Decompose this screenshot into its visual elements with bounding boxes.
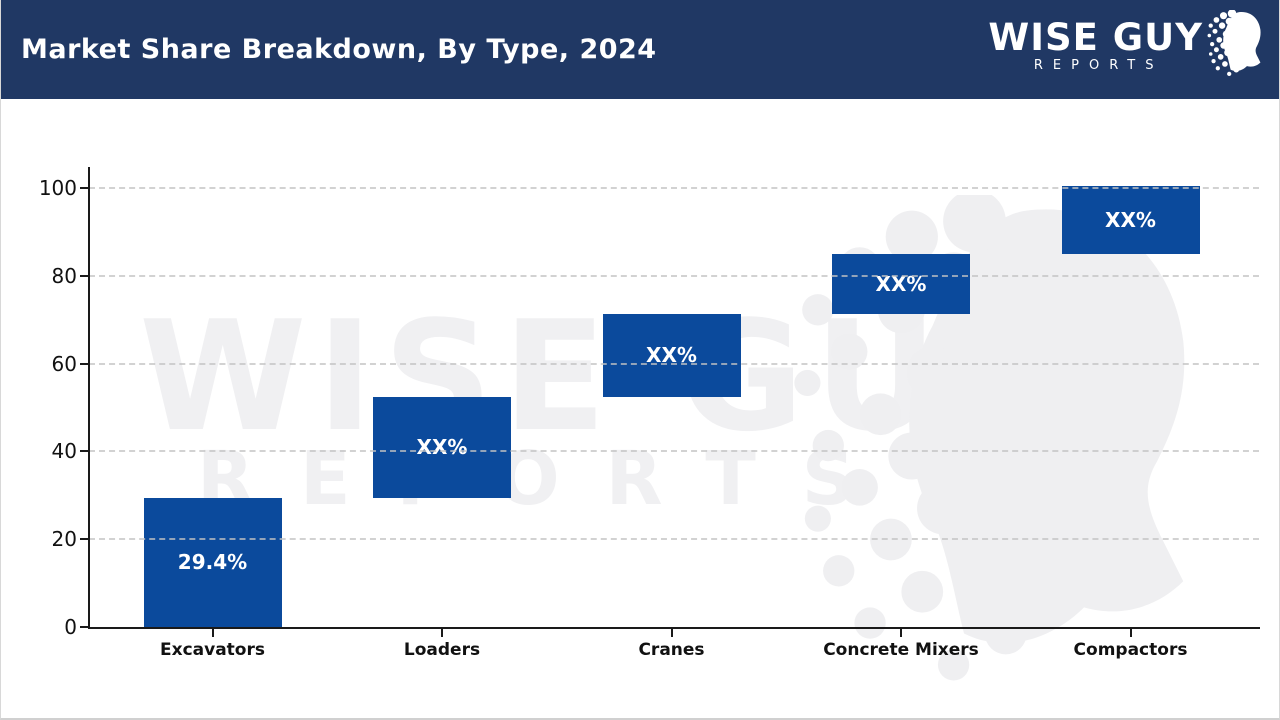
y-tickmark <box>80 626 88 628</box>
bar-cranes <box>602 313 741 397</box>
head-watermark-icon <box>794 195 1185 681</box>
gridline-20 <box>89 538 1259 541</box>
y-axis-line <box>88 167 90 629</box>
y-tick-label-100: 100 <box>38 176 77 200</box>
x-tickmark <box>441 629 443 637</box>
x-tick-label-concrete-mixers: Concrete Mixers <box>823 640 979 660</box>
y-tick-label-40: 40 <box>51 439 77 464</box>
bar-loaders <box>373 396 511 498</box>
x-tick-label-loaders: Loaders <box>403 640 481 660</box>
x-tick-label-compactors: Compactors <box>1073 640 1188 660</box>
y-tick-label-60: 60 <box>51 351 77 376</box>
y-tickmark <box>80 362 88 365</box>
bar-label-loaders: XX% <box>416 435 468 460</box>
gridline-100 <box>89 187 1259 189</box>
gridline-80 <box>89 274 1259 277</box>
y-tick-label-20: 20 <box>51 527 77 552</box>
bar-label-concrete-mixers: XX% <box>875 271 927 296</box>
x-tickmark <box>1129 629 1132 637</box>
y-tickmark <box>80 450 88 453</box>
header-bar: Market Share Breakdown, By Type, 2024 WI… <box>1 0 1279 99</box>
bar-compactors <box>1061 185 1200 254</box>
x-tick-label-cranes: Cranes <box>638 640 705 660</box>
logo-subtitle: REPORTS <box>1033 58 1164 74</box>
bar-label-cranes: XX% <box>646 343 697 368</box>
x-tickmark <box>211 629 214 637</box>
y-tickmark <box>80 274 88 277</box>
logo-wordmark: WISE GUY <box>988 15 1203 59</box>
bar-label-compactors: XX% <box>1105 207 1156 232</box>
bar-label-excavators: 29.4% <box>177 550 248 575</box>
wise-guy-head-icon <box>1207 10 1261 77</box>
gridline-40 <box>89 450 1259 453</box>
bar-excavators <box>143 497 282 627</box>
x-axis-line <box>88 627 1260 629</box>
gridline-60 <box>89 362 1259 365</box>
y-tick-label-80: 80 <box>51 263 77 288</box>
y-tickmark <box>80 187 88 189</box>
watermark-text-line2: REPORTS <box>197 436 902 522</box>
y-tickmark <box>80 538 88 541</box>
wise-guy-logo: WISE GUY REPORTS <box>988 10 1269 81</box>
wise-guy-logo-text: WISE GUY REPORTS <box>988 15 1203 74</box>
page-title: Market Share Breakdown, By Type, 2024 <box>21 34 657 65</box>
x-tick-label-excavators: Excavators <box>160 640 265 660</box>
x-tickmark <box>670 629 673 637</box>
y-tick-label-0: 0 <box>64 615 77 639</box>
bar-concrete-mixers <box>832 253 970 314</box>
x-tickmark <box>900 629 902 637</box>
